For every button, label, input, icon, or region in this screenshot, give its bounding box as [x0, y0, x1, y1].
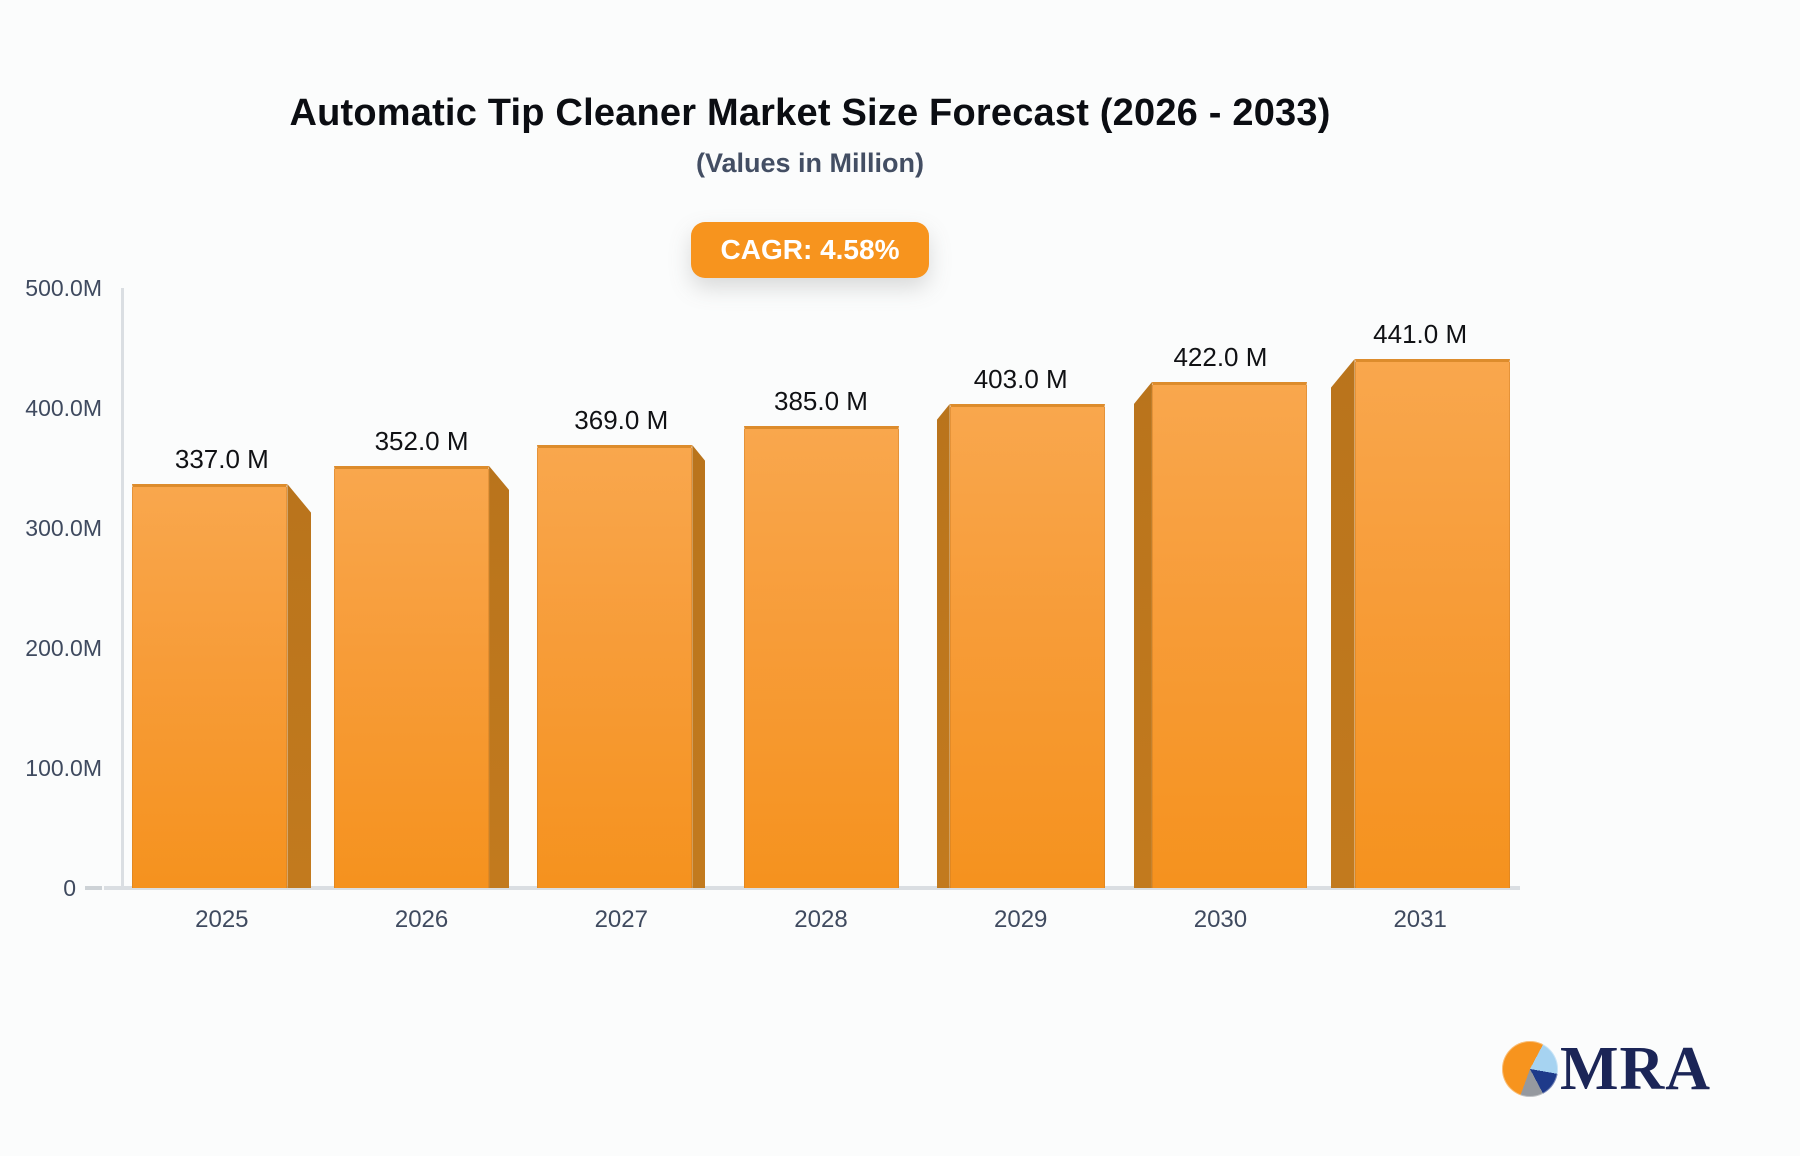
bar-2026 — [334, 466, 490, 888]
bar-3d-side — [936, 404, 950, 888]
y-axis-tick-label: 200.0M — [25, 635, 102, 661]
x-axis-label-2030: 2030 — [1193, 906, 1248, 933]
chart-subtitle: (Values in Million) — [695, 148, 925, 178]
chart-title: Automatic Tip Cleaner Market Size Foreca… — [289, 92, 1331, 134]
bar-value-label: 441.0 M — [1373, 319, 1468, 349]
y-axis-line — [121, 288, 124, 889]
x-axis-label-2026: 2026 — [394, 906, 449, 933]
cagr-badge-row: CAGR: 4.58% — [0, 222, 1620, 278]
bar-2030 — [1151, 382, 1307, 888]
y-axis-tick-label: 300.0M — [25, 515, 102, 541]
y-axis-tick-label: 400.0M — [25, 395, 102, 421]
x-axis-label-2029: 2029 — [994, 906, 1048, 933]
x-axis-label-2028: 2028 — [794, 906, 848, 933]
x-axis-label-2027: 2027 — [594, 906, 648, 933]
bar-value-label: 337.0 M — [174, 444, 269, 474]
bar-value-label: 422.0 M — [1173, 342, 1268, 372]
bar-2028 — [743, 426, 899, 888]
bar-value-label: 403.0 M — [973, 364, 1068, 394]
cagr-badge: CAGR: 4.58% — [690, 222, 930, 278]
bar-3d-side — [1133, 382, 1152, 888]
y-axis-tick-label: 0 — [63, 875, 76, 901]
bar-3d-side — [287, 484, 312, 888]
bar-value-label: 352.0 M — [374, 426, 469, 456]
y-axis-tick-label: 100.0M — [25, 755, 102, 781]
bar-value-label: 369.0 M — [574, 405, 669, 435]
bar-2031 — [1354, 359, 1510, 888]
bar-3d-side — [489, 466, 510, 888]
x-axis-label-2031: 2031 — [1393, 906, 1447, 933]
bar-2025 — [132, 484, 288, 888]
bar-3d-side — [1330, 359, 1355, 888]
pie-chart-logo-icon — [1502, 1041, 1558, 1097]
bar-value-label: 385.0 M — [774, 386, 868, 416]
zero-tick-mark — [85, 886, 102, 890]
bar-2027 — [537, 445, 693, 888]
bar-2029 — [949, 404, 1105, 888]
x-axis-label-2025: 2025 — [195, 906, 249, 933]
bar-3d-side — [692, 445, 706, 888]
y-axis-tick-label: 500.0M — [25, 275, 102, 301]
x-axis-baseline — [104, 886, 1520, 890]
logo-text: MRA — [1560, 1035, 1712, 1103]
mra-logo: MRA — [1502, 1038, 1711, 1100]
